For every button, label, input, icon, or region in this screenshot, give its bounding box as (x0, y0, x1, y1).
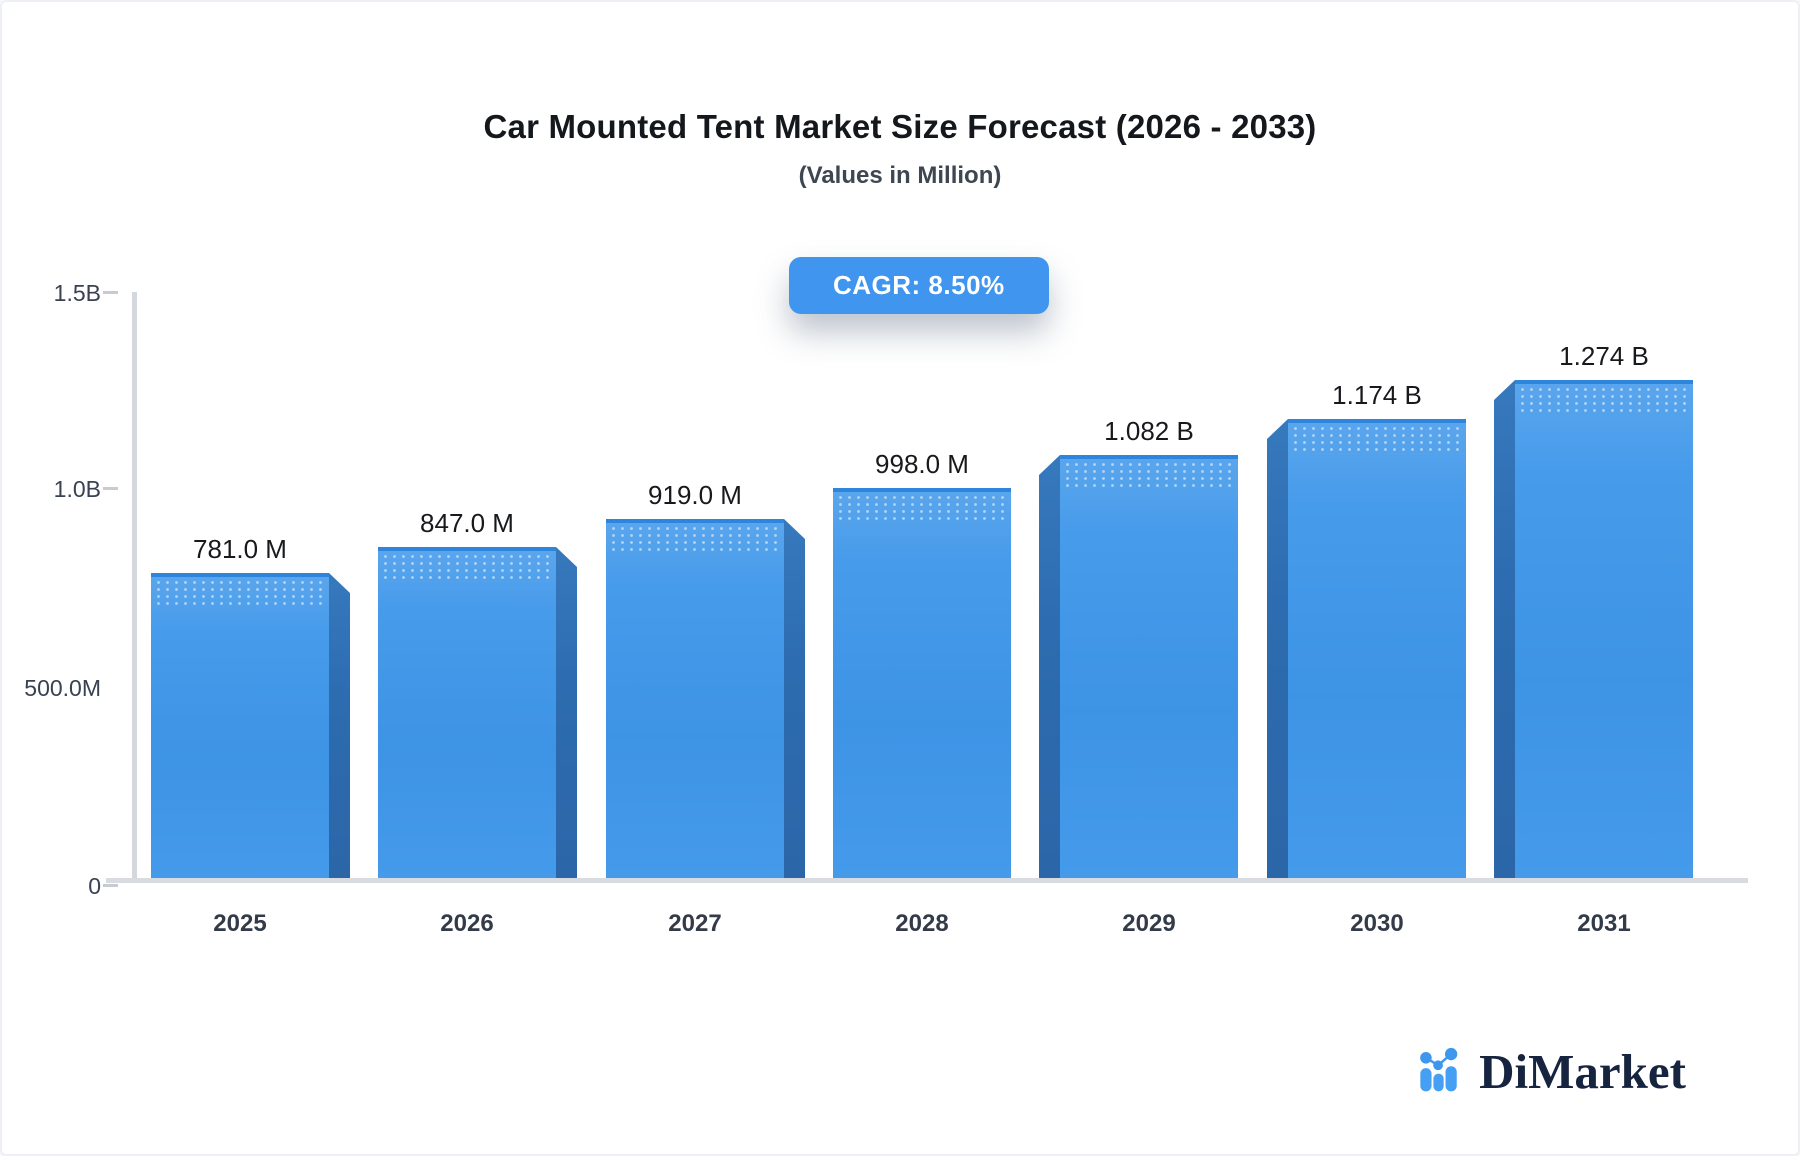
bar-front-face (1288, 419, 1466, 878)
bar-2028[interactable]: 998.0 M (833, 449, 1011, 878)
y-axis-tick (103, 884, 118, 887)
x-axis-label-2025: 2025 (213, 910, 267, 937)
chart-subtitle: (Values in Million) (798, 162, 1002, 189)
y-axis-line (132, 292, 137, 883)
y-axis-label-1.5B: 1.5B (53, 280, 101, 306)
bar-2030[interactable]: 1.174 B (1267, 380, 1466, 878)
bar-chart-dots-icon (1420, 1047, 1458, 1092)
bar-2029[interactable]: 1.082 B (1039, 416, 1238, 878)
x-axis-label-2027: 2027 (668, 910, 722, 937)
bar-value-label: 847.0 M (420, 508, 514, 538)
bar-front-face (1060, 455, 1238, 878)
y-axis-label-0: 0 (88, 873, 101, 899)
x-axis-label-2030: 2030 (1350, 910, 1404, 937)
bar-front-face (378, 547, 556, 878)
bar-side-face (556, 547, 577, 878)
bar-front-face (151, 573, 329, 878)
y-axis-tick (103, 487, 118, 490)
bar-value-label: 998.0 M (875, 449, 969, 479)
cagr-badge: CAGR: 8.50% (789, 257, 1049, 314)
x-axis-label-2029: 2029 (1122, 910, 1176, 937)
bar-value-label: 1.274 B (1559, 341, 1649, 371)
x-axis-label-2028: 2028 (895, 910, 949, 937)
bar-side-face (1267, 419, 1288, 878)
y-axis-label-1.0B: 1.0B (53, 476, 101, 502)
bar-front-face (833, 488, 1011, 878)
bar-2027[interactable]: 919.0 M (606, 480, 805, 878)
bar-value-label: 919.0 M (648, 480, 742, 510)
bar-side-face (1039, 455, 1060, 878)
bar-value-label: 781.0 M (193, 534, 287, 564)
x-axis-label-2031: 2031 (1577, 910, 1631, 937)
brand-logo: DiMarket (1411, 1042, 1686, 1096)
bar-front-face (606, 519, 784, 878)
brand-name: DiMarket (1479, 1044, 1686, 1099)
chart-title: Car Mounted Tent Market Size Forecast (2… (483, 108, 1317, 145)
y-axis-tick (103, 291, 118, 294)
bar-value-label: 1.082 B (1104, 416, 1194, 446)
bar-2026[interactable]: 847.0 M (378, 508, 577, 878)
bar-side-face (1494, 380, 1515, 878)
bar-side-face (784, 519, 805, 878)
y-axis-label-500.0M: 500.0M (24, 675, 101, 701)
bar-side-face (329, 573, 350, 878)
bar-2025[interactable]: 781.0 M (151, 534, 350, 878)
bar-front-face (1515, 380, 1693, 878)
x-axis-label-2026: 2026 (440, 910, 494, 937)
x-axis-baseline (106, 878, 1748, 883)
bar-value-label: 1.174 B (1332, 380, 1422, 410)
bar-2031[interactable]: 1.274 B (1494, 341, 1693, 878)
